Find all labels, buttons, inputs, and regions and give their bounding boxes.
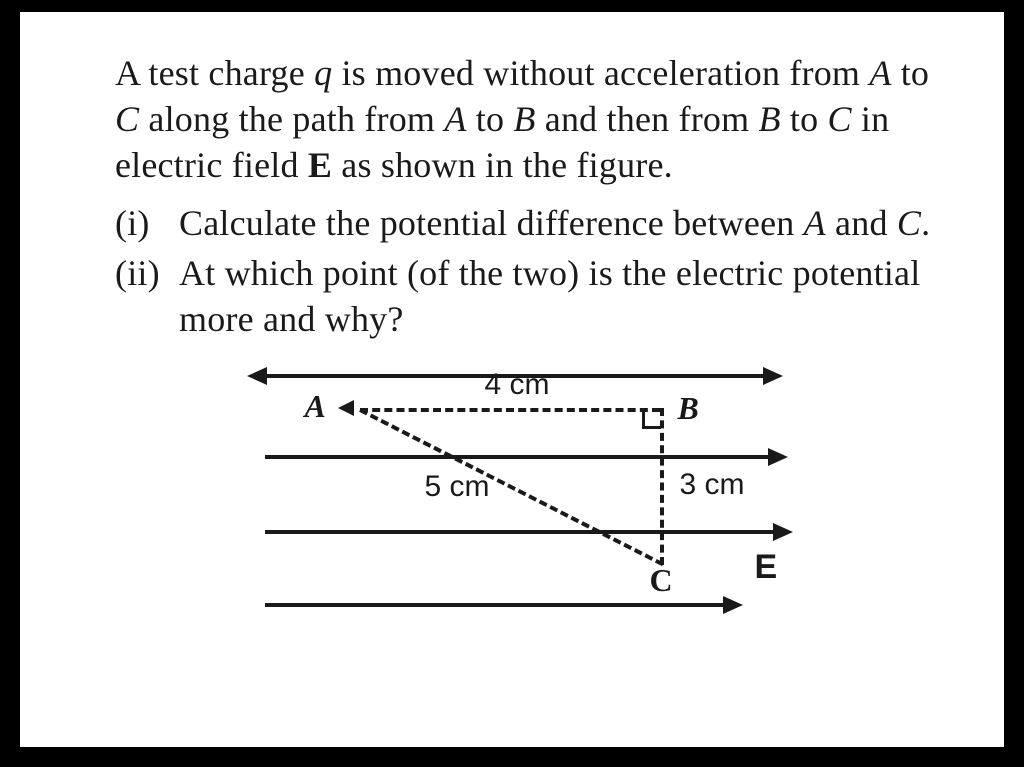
label-b: B	[678, 390, 699, 427]
arrow-left-icon	[247, 367, 267, 385]
label-d_ab: 4 cm	[485, 368, 550, 402]
segment-bc	[660, 408, 664, 565]
arrow-right-icon	[723, 596, 743, 614]
segment-ab	[360, 408, 660, 412]
figure: A B C E 4 cm 3 cm 5 cm	[210, 360, 850, 620]
label-c: C	[650, 562, 673, 599]
arrow-right-icon	[773, 523, 793, 541]
question-part-ii: (ii) At which point (of the two) is the …	[115, 250, 944, 342]
segment-ac	[359, 409, 664, 567]
field-line	[265, 455, 770, 459]
arrow-right-icon	[763, 367, 783, 385]
field-line	[265, 603, 725, 607]
label-d_ac: 5 cm	[425, 470, 490, 504]
part-marker: (ii)	[115, 250, 160, 296]
page: A test charge q is moved without acceler…	[20, 12, 1004, 747]
arrow-right-icon	[768, 448, 788, 466]
question-intro: A test charge q is moved without acceler…	[115, 50, 944, 188]
part-marker: (i)	[115, 200, 150, 246]
label-e: E	[755, 548, 778, 587]
right-angle-marker	[642, 410, 661, 429]
label-d_bc: 3 cm	[680, 468, 745, 502]
label-a: A	[305, 388, 326, 425]
part-text: At which point (of the two) is the elect…	[179, 253, 920, 339]
arrow-left-icon	[338, 400, 354, 416]
part-text: Calculate the potential difference betwe…	[179, 203, 930, 243]
question-parts: (i) Calculate the potential difference b…	[115, 200, 944, 342]
question-part-i: (i) Calculate the potential difference b…	[115, 200, 944, 246]
field-line	[265, 530, 775, 534]
